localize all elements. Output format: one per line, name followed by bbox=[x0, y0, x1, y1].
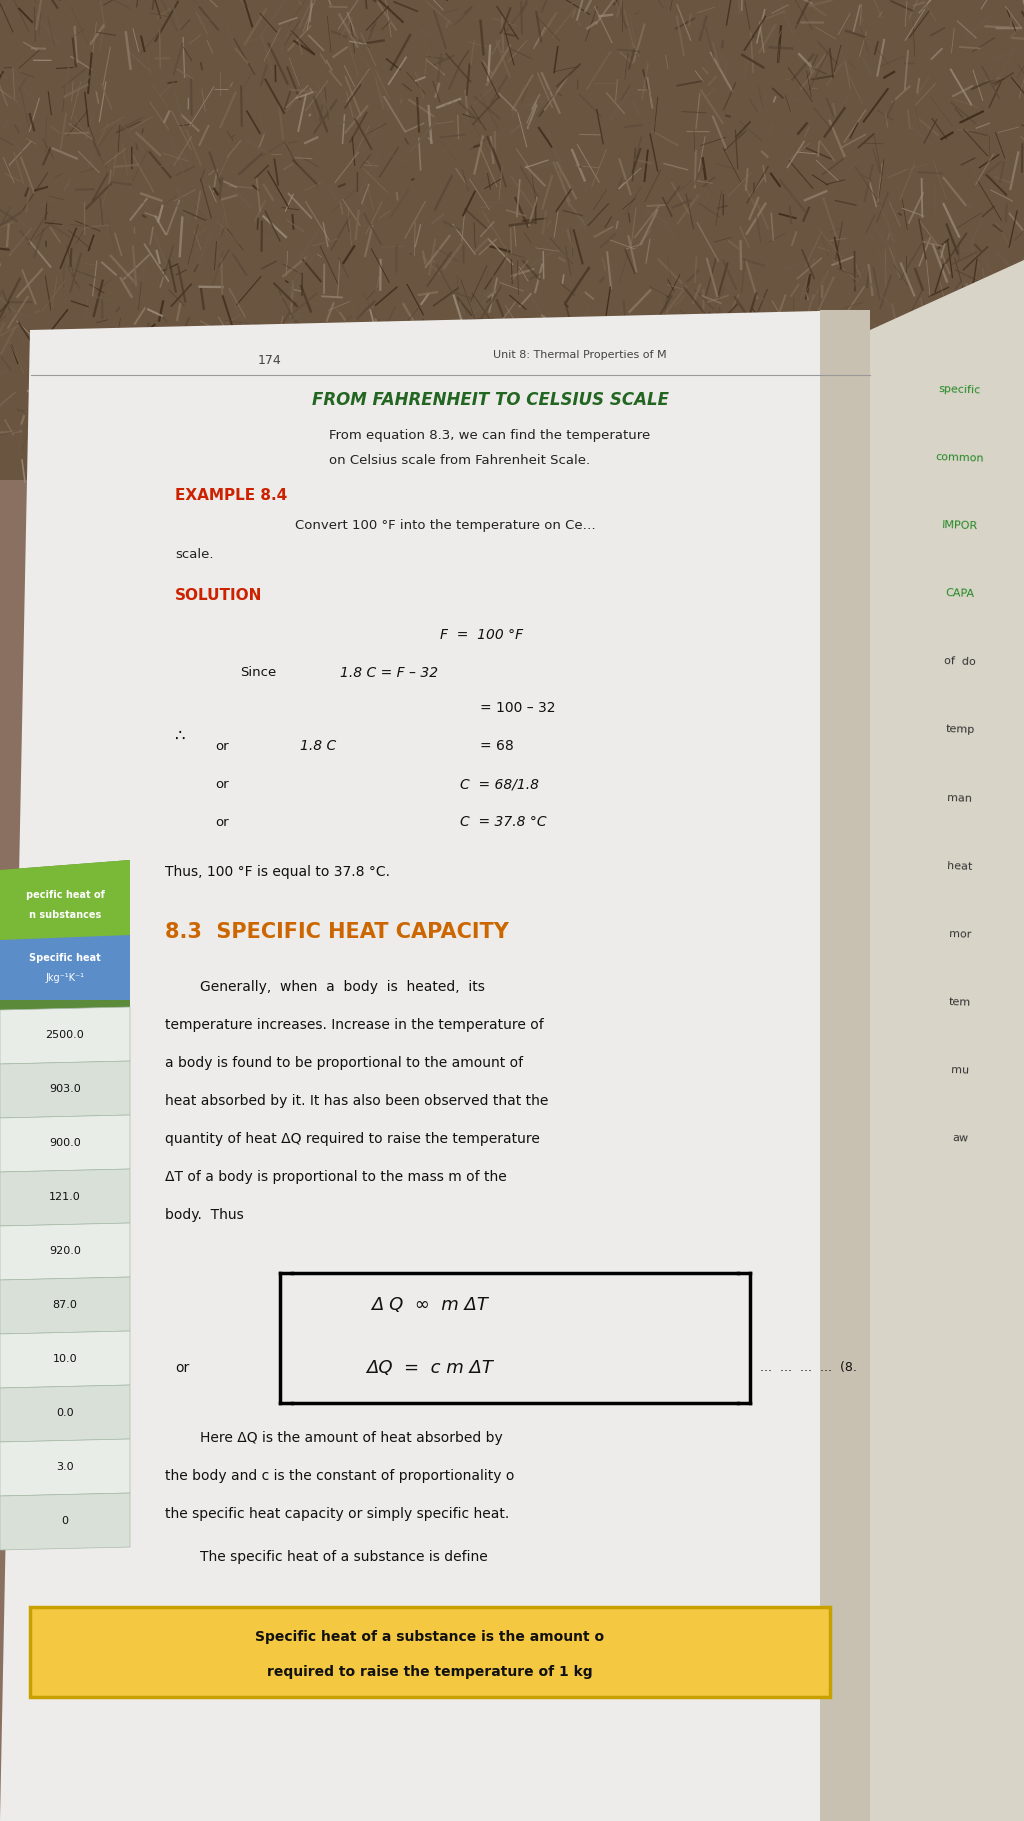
Text: 903.0: 903.0 bbox=[49, 1083, 81, 1094]
Text: aw: aw bbox=[952, 1133, 968, 1144]
Text: ΔT of a body is proportional to the mass m of the: ΔT of a body is proportional to the mass… bbox=[165, 1171, 507, 1184]
Text: SOLUTION: SOLUTION bbox=[175, 588, 262, 603]
Text: heat absorbed by it. It has also been observed that the: heat absorbed by it. It has also been ob… bbox=[165, 1094, 549, 1107]
Polygon shape bbox=[0, 860, 130, 1541]
Text: the body and c is the constant of proportionality o: the body and c is the constant of propor… bbox=[165, 1470, 514, 1482]
Text: n substances: n substances bbox=[29, 910, 101, 920]
Text: Jkg⁻¹K⁻¹: Jkg⁻¹K⁻¹ bbox=[45, 972, 85, 983]
Polygon shape bbox=[0, 1331, 130, 1388]
Text: of  do: of do bbox=[944, 656, 976, 668]
Polygon shape bbox=[0, 1386, 130, 1442]
Text: Since: Since bbox=[240, 666, 276, 679]
Text: 174: 174 bbox=[258, 353, 282, 366]
Polygon shape bbox=[0, 1007, 130, 1063]
Text: mu: mu bbox=[951, 1065, 969, 1076]
Text: ∴: ∴ bbox=[175, 727, 185, 745]
Text: ΔQ  =  c m ΔT: ΔQ = c m ΔT bbox=[367, 1358, 494, 1377]
Text: IMPOR: IMPOR bbox=[942, 521, 978, 532]
Text: Specific heat of a substance is the amount o: Specific heat of a substance is the amou… bbox=[255, 1630, 604, 1644]
Text: CAPA: CAPA bbox=[945, 588, 975, 599]
Polygon shape bbox=[0, 1277, 130, 1335]
Text: or: or bbox=[215, 739, 228, 752]
Text: From equation 8.3, we can find the temperature: From equation 8.3, we can find the tempe… bbox=[330, 428, 650, 441]
Polygon shape bbox=[0, 1114, 130, 1173]
Text: tem: tem bbox=[949, 996, 971, 1007]
Text: Specific heat: Specific heat bbox=[29, 952, 101, 963]
Polygon shape bbox=[870, 260, 1024, 1821]
Polygon shape bbox=[820, 310, 870, 1821]
Text: Convert 100 °F into the temperature on Ce…: Convert 100 °F into the temperature on C… bbox=[295, 519, 596, 532]
Text: specific: specific bbox=[939, 384, 981, 395]
Text: mor: mor bbox=[948, 929, 972, 940]
Text: temperature increases. Increase in the temperature of: temperature increases. Increase in the t… bbox=[165, 1018, 544, 1033]
Text: 1.8 C = F – 32: 1.8 C = F – 32 bbox=[340, 666, 438, 679]
Text: temp: temp bbox=[945, 725, 975, 736]
Text: scale.: scale. bbox=[175, 548, 213, 561]
Text: Thus, 100 °F is equal to 37.8 °C.: Thus, 100 °F is equal to 37.8 °C. bbox=[165, 865, 390, 880]
Polygon shape bbox=[0, 310, 870, 1821]
Text: 8.3  SPECIFIC HEAT CAPACITY: 8.3 SPECIFIC HEAT CAPACITY bbox=[165, 921, 509, 941]
Text: 1.8 C: 1.8 C bbox=[300, 739, 336, 754]
Polygon shape bbox=[0, 0, 1024, 481]
Text: = 68: = 68 bbox=[480, 739, 514, 754]
Text: or: or bbox=[215, 778, 228, 790]
Text: Δ Q  ∞  m ΔT: Δ Q ∞ m ΔT bbox=[372, 1297, 488, 1315]
Text: common: common bbox=[936, 452, 984, 464]
Text: = 100 – 32: = 100 – 32 bbox=[480, 701, 555, 716]
Text: C  = 37.8 °C: C = 37.8 °C bbox=[460, 816, 547, 829]
Text: 2500.0: 2500.0 bbox=[46, 1031, 84, 1040]
Text: 0.0: 0.0 bbox=[56, 1408, 74, 1419]
Text: FROM FAHRENHEIT TO CELSIUS SCALE: FROM FAHRENHEIT TO CELSIUS SCALE bbox=[311, 392, 669, 410]
Text: 0: 0 bbox=[61, 1517, 69, 1526]
Text: body.  Thus: body. Thus bbox=[165, 1207, 244, 1222]
Text: quantity of heat ΔQ required to raise the temperature: quantity of heat ΔQ required to raise th… bbox=[165, 1133, 540, 1145]
Text: Here ΔQ is the amount of heat absorbed by: Here ΔQ is the amount of heat absorbed b… bbox=[165, 1431, 503, 1446]
Polygon shape bbox=[0, 1169, 130, 1226]
Polygon shape bbox=[0, 860, 130, 940]
Text: Unit 8: Thermal Properties of M: Unit 8: Thermal Properties of M bbox=[494, 350, 667, 361]
Text: EXAMPLE 8.4: EXAMPLE 8.4 bbox=[175, 488, 288, 503]
Text: or: or bbox=[175, 1360, 189, 1375]
Text: or: or bbox=[215, 816, 228, 829]
Polygon shape bbox=[0, 1224, 130, 1280]
Text: 920.0: 920.0 bbox=[49, 1246, 81, 1256]
Polygon shape bbox=[0, 1439, 130, 1497]
Text: C  = 68/1.8: C = 68/1.8 bbox=[460, 778, 539, 790]
Polygon shape bbox=[0, 1493, 130, 1550]
Text: Generally,  when  a  body  is  heated,  its: Generally, when a body is heated, its bbox=[165, 980, 485, 994]
Polygon shape bbox=[0, 934, 130, 1000]
Polygon shape bbox=[0, 1062, 130, 1118]
Text: The specific heat of a substance is define: The specific heat of a substance is defi… bbox=[165, 1550, 487, 1564]
Text: 3.0: 3.0 bbox=[56, 1462, 74, 1471]
Text: F  =  100 °F: F = 100 °F bbox=[440, 628, 523, 643]
Text: on Celsius scale from Fahrenheit Scale.: on Celsius scale from Fahrenheit Scale. bbox=[330, 453, 591, 466]
Text: required to raise the temperature of 1 kg: required to raise the temperature of 1 k… bbox=[267, 1664, 593, 1679]
Text: 87.0: 87.0 bbox=[52, 1300, 78, 1309]
Text: ...  ...  ...  ...  (8.: ... ... ... ... (8. bbox=[760, 1362, 857, 1375]
Text: 121.0: 121.0 bbox=[49, 1193, 81, 1202]
Text: 900.0: 900.0 bbox=[49, 1138, 81, 1147]
Text: 10.0: 10.0 bbox=[52, 1355, 78, 1364]
Text: a body is found to be proportional to the amount of: a body is found to be proportional to th… bbox=[165, 1056, 523, 1071]
Text: the specific heat capacity or simply specific heat.: the specific heat capacity or simply spe… bbox=[165, 1508, 509, 1521]
Text: man: man bbox=[947, 792, 973, 803]
Polygon shape bbox=[30, 1606, 830, 1697]
Text: heat: heat bbox=[947, 861, 973, 872]
Text: pecific heat of: pecific heat of bbox=[26, 890, 104, 900]
